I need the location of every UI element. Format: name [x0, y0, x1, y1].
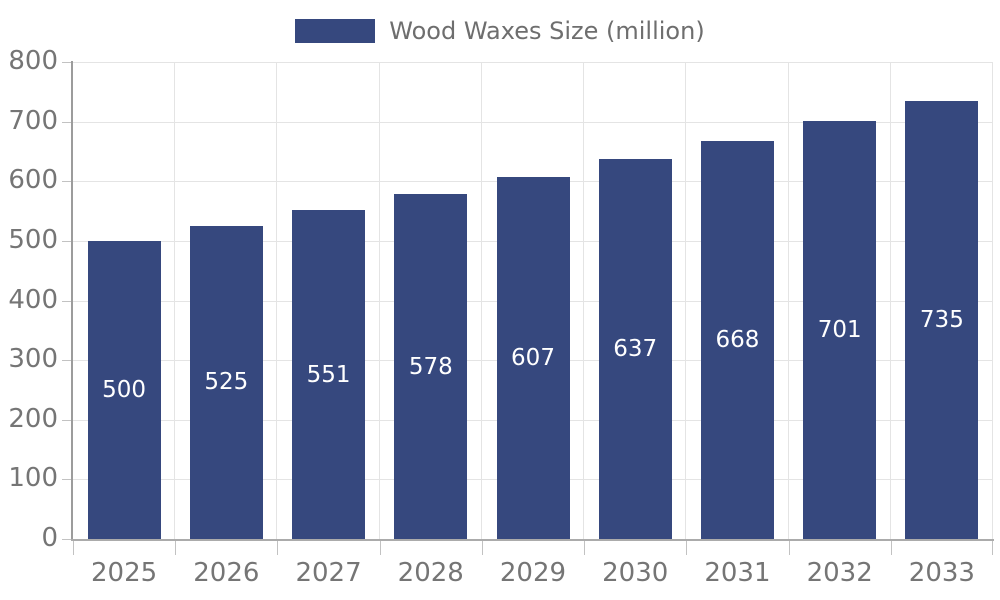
x-tick-mark [277, 541, 279, 555]
x-tick-mark [890, 541, 892, 555]
gridline-vertical [992, 62, 993, 539]
gridline-vertical [378, 62, 380, 539]
y-axis-label: 100 [8, 463, 58, 494]
y-tick-mark [62, 419, 71, 421]
y-axis-label: 0 [41, 523, 58, 553]
bar-value-label: 500 [102, 376, 147, 403]
gridline-vertical [174, 62, 176, 539]
y-axis-label: 300 [8, 344, 58, 375]
x-axis-label: 2031 [704, 558, 771, 588]
bar-2029 [496, 177, 570, 539]
y-axis-label: 500 [8, 224, 58, 255]
y-axis-label: 400 [8, 284, 58, 315]
x-axis-label: 2033 [908, 558, 975, 588]
bar-2028 [394, 194, 468, 539]
bar-2025 [87, 240, 161, 539]
gridline-vertical [583, 62, 585, 539]
x-axis-label: 2025 [91, 558, 158, 588]
gridline-vertical [685, 62, 687, 539]
bar-value-label: 701 [817, 317, 862, 343]
y-tick-mark [62, 121, 71, 123]
legend-swatch [295, 19, 376, 43]
x-tick-mark [379, 541, 381, 555]
gridline-horizontal [73, 121, 993, 123]
bar-2026 [189, 225, 263, 539]
bar-value-label: 637 [613, 336, 658, 363]
x-tick-mark [992, 541, 993, 555]
y-axis-label: 700 [8, 105, 58, 136]
bar-2033 [905, 100, 979, 539]
gridline-vertical [480, 62, 482, 539]
bar-value-label: 551 [306, 361, 351, 388]
bar-2027 [292, 210, 366, 539]
legend: Wood Waxes Size (million) [0, 17, 1000, 45]
gridline-horizontal [73, 62, 993, 63]
x-tick-mark [175, 541, 177, 555]
gridline-vertical [276, 62, 278, 539]
bar-value-label: 735 [919, 306, 964, 333]
bar-value-label: 578 [408, 353, 453, 380]
x-tick-mark [584, 541, 586, 555]
gridline-vertical [787, 62, 789, 539]
bar-2032 [803, 121, 877, 539]
x-tick-mark [73, 541, 74, 555]
x-tick-mark [788, 541, 790, 555]
bar-2031 [700, 140, 774, 539]
bar-value-label: 525 [204, 369, 249, 396]
y-axis-label: 800 [8, 46, 58, 76]
y-axis-label: 200 [8, 403, 58, 434]
y-tick-mark [62, 479, 71, 481]
bar-value-label: 668 [715, 326, 760, 353]
y-tick-mark [62, 360, 71, 362]
y-axis-line [71, 61, 73, 539]
y-axis-label: 600 [8, 165, 58, 196]
x-axis-label: 2029 [499, 558, 567, 588]
x-tick-mark [481, 541, 483, 555]
bar-2030 [598, 159, 672, 539]
y-tick-mark [62, 300, 71, 302]
x-axis-label: 2030 [602, 558, 669, 588]
x-axis-label: 2026 [193, 558, 260, 588]
legend-label: Wood Waxes Size (million) [389, 17, 705, 45]
x-axis-label: 2028 [397, 558, 464, 588]
y-tick-mark [62, 181, 71, 183]
y-tick-mark [62, 539, 71, 540]
x-axis-label: 2032 [806, 558, 873, 588]
y-tick-mark [62, 62, 71, 63]
y-tick-mark [62, 240, 71, 242]
gridline-vertical [889, 62, 891, 539]
x-axis-line [71, 539, 994, 541]
plot-area: 500 525 551 578 607 637 668 701 735 [62, 61, 994, 555]
x-axis-label: 2027 [295, 558, 362, 588]
x-tick-mark [686, 541, 688, 555]
bar-value-label: 607 [511, 345, 555, 372]
